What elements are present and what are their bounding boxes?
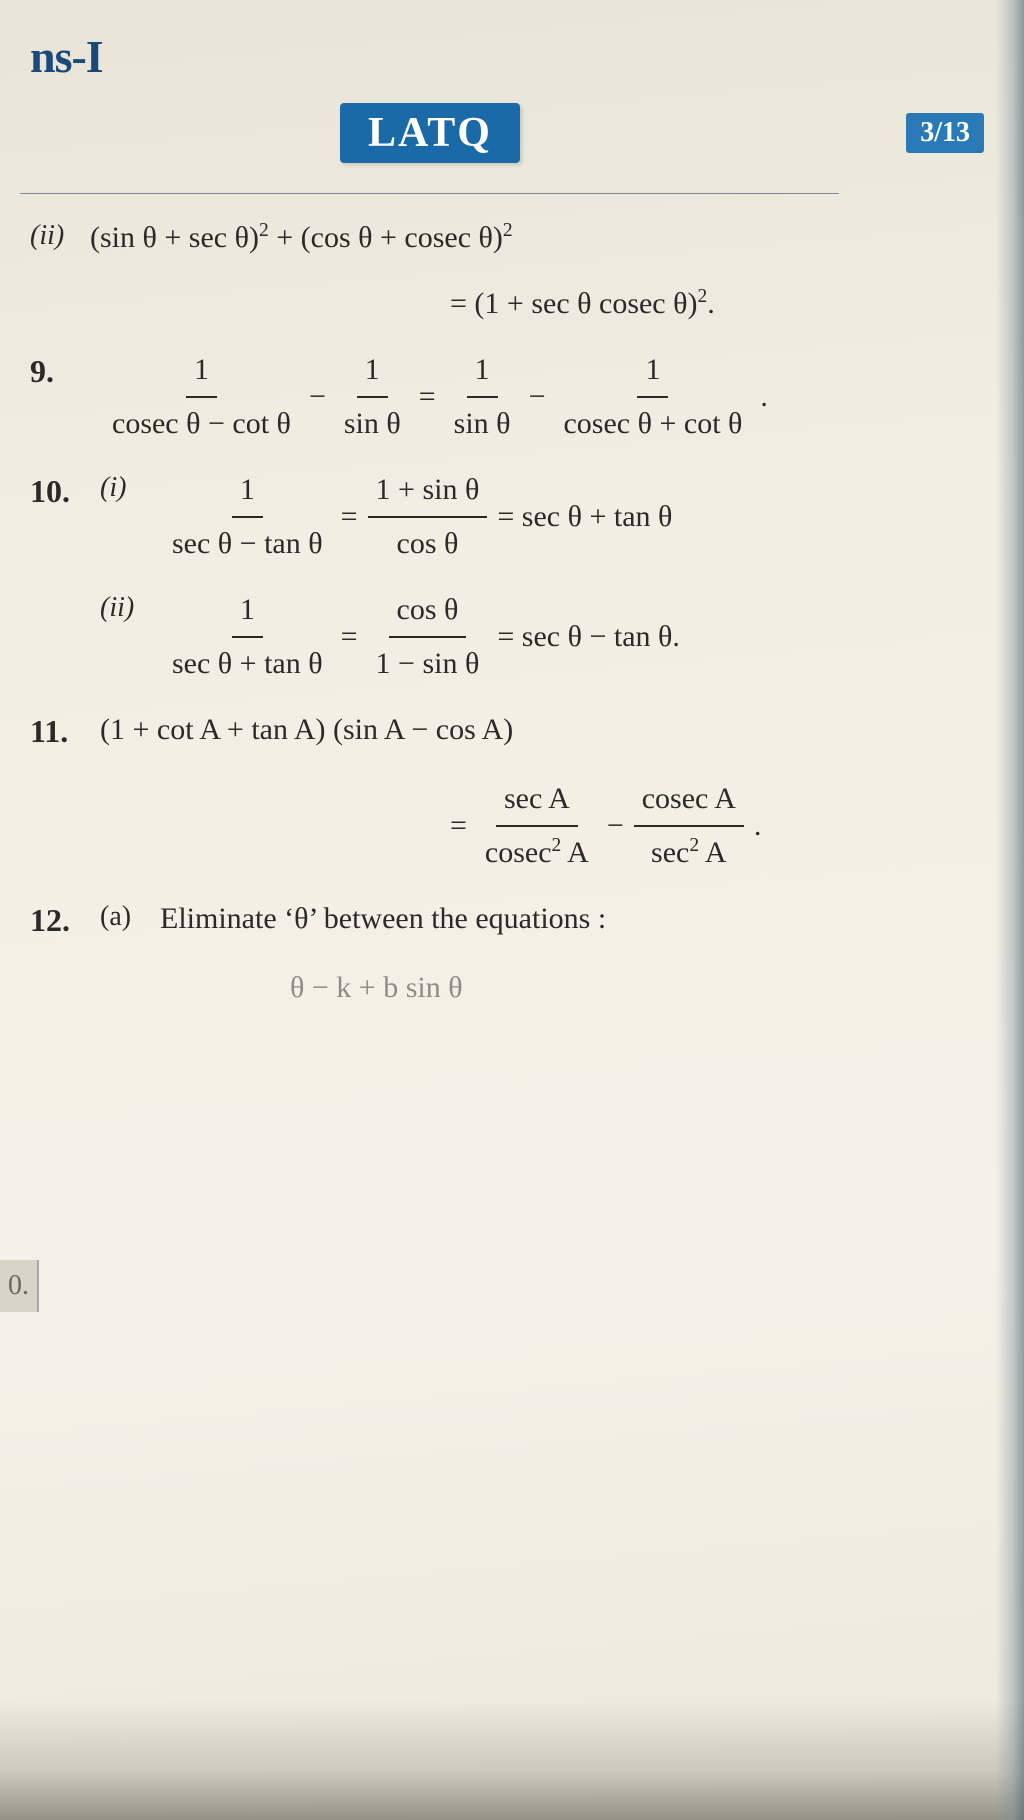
sub-label: (ii) (100, 586, 160, 631)
math-expr: = (1 + sec θ cosec θ)2. (450, 280, 715, 328)
fraction: 1 sin θ (336, 346, 409, 448)
fraction: cosec A sec2 A (634, 775, 744, 877)
latq-badge: LATQ (340, 103, 520, 163)
denominator: cosec2 A (477, 827, 597, 877)
question-number: 9. (30, 346, 100, 397)
numerator: 1 (232, 586, 263, 638)
q9: 9. 1 cosec θ − cot θ − 1 sin θ = 1 sin θ… (30, 346, 984, 448)
numerator: 1 (467, 346, 498, 398)
equals: = (419, 373, 436, 421)
minus: − (607, 802, 624, 850)
q11-line2: = sec A cosec2 A − cosec A sec2 A . (30, 775, 984, 877)
fraction: 1 sec θ + tan θ (164, 586, 331, 688)
period: . (760, 373, 768, 421)
lhs: (1 + cot A + tan A) (sin A − cos A) (100, 706, 513, 754)
q8-rhs: = (1 + sec θ cosec θ)2. (30, 280, 984, 328)
minus: − (529, 373, 546, 421)
fraction: 1 + sin θ cos θ (368, 466, 488, 568)
lhs: (sin θ + sec θ)2 + (cos θ + cosec θ)2 (90, 214, 513, 262)
equals: = (341, 613, 358, 661)
numerator: 1 (232, 466, 263, 518)
q12-text: Eliminate ‘θ’ between the equations : (160, 895, 606, 943)
numerator: 1 + sin θ (368, 466, 488, 518)
rhs: = (1 + sec θ cosec θ)2. (450, 280, 715, 328)
equals: = (450, 802, 467, 850)
denominator: sin θ (446, 398, 519, 448)
page-container: ns-I LATQ 3/13 (ii) (sin θ + sec θ)2 + (… (0, 0, 1024, 1820)
q12-partial: θ − k + b sin θ (30, 964, 984, 1012)
math-expr: 1 sec θ + tan θ = cos θ 1 − sin θ = sec … (160, 586, 680, 688)
math-expr: (1 + cot A + tan A) (sin A − cos A) (100, 706, 513, 754)
q12-a: 12. (a) Eliminate ‘θ’ between the equati… (30, 895, 984, 946)
sub-label: (ii) (30, 214, 90, 259)
denominator: 1 − sin θ (368, 638, 488, 688)
denominator: sec θ − tan θ (164, 518, 331, 568)
fraction: 1 sec θ − tan θ (164, 466, 331, 568)
page-shadow-bottom (0, 1700, 1024, 1820)
side-marker: 0. (0, 1260, 39, 1312)
numerator: 1 (186, 346, 217, 398)
sub-label: (a) (100, 895, 160, 940)
equals: = (341, 493, 358, 541)
rhs-tail: = sec θ − tan θ. (497, 613, 680, 661)
minus: − (309, 373, 326, 421)
period: . (754, 802, 762, 850)
denominator: cosec θ − cot θ (104, 398, 299, 448)
page-reference: 3/13 (906, 113, 984, 153)
badge-row: LATQ 3/13 (20, 103, 984, 163)
rhs-tail: = sec θ + tan θ (497, 493, 672, 541)
denominator: sin θ (336, 398, 409, 448)
numerator: 1 (357, 346, 388, 398)
math-expr: 1 sec θ − tan θ = 1 + sin θ cos θ = sec … (160, 466, 672, 568)
q10-ii: (ii) 1 sec θ + tan θ = cos θ 1 − sin θ =… (30, 586, 984, 688)
fraction: sec A cosec2 A (477, 775, 597, 877)
question-number: 10. (30, 466, 100, 517)
denominator: sec2 A (643, 827, 735, 877)
denominator: cosec θ + cot θ (555, 398, 750, 448)
math-expr: (sin θ + sec θ)2 + (cos θ + cosec θ)2 (90, 214, 513, 262)
math-expr: 1 cosec θ − cot θ − 1 sin θ = 1 sin θ − … (100, 346, 768, 448)
content-block: (ii) (sin θ + sec θ)2 + (cos θ + cosec θ… (20, 214, 984, 1012)
fraction: 1 sin θ (446, 346, 519, 448)
fraction: 1 cosec θ − cot θ (104, 346, 299, 448)
numerator: cosec A (634, 775, 744, 827)
section-header: ns-I (20, 30, 984, 83)
math-expr: = sec A cosec2 A − cosec A sec2 A . (450, 775, 761, 877)
page-edge-right (996, 0, 1024, 1820)
numerator: cos θ (389, 586, 467, 638)
numerator: 1 (637, 346, 668, 398)
partial-text: θ − k + b sin θ (290, 964, 463, 1012)
question-number: 11. (30, 706, 100, 757)
numerator: sec A (496, 775, 578, 827)
question-number: 12. (30, 895, 100, 946)
q10-i: 10. (i) 1 sec θ − tan θ = 1 + sin θ cos … (30, 466, 984, 568)
denominator: cos θ (389, 518, 467, 568)
q11-line1: 11. (1 + cot A + tan A) (sin A − cos A) (30, 706, 984, 757)
q8-part-ii: (ii) (sin θ + sec θ)2 + (cos θ + cosec θ… (30, 214, 984, 262)
denominator: sec θ + tan θ (164, 638, 331, 688)
sub-label: (i) (100, 466, 160, 511)
divider (20, 193, 839, 194)
fraction: cos θ 1 − sin θ (368, 586, 488, 688)
fraction: 1 cosec θ + cot θ (555, 346, 750, 448)
